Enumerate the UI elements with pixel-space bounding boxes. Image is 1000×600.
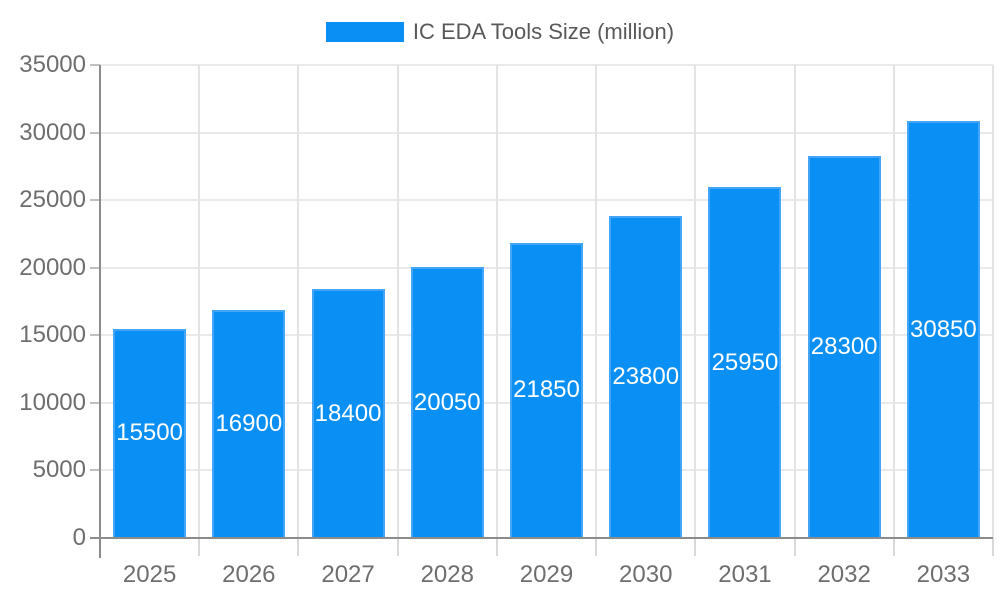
bar-value-label: 30850 bbox=[910, 315, 977, 343]
y-gridline bbox=[100, 131, 993, 134]
y-gridline bbox=[100, 64, 993, 66]
x-tick-label: 2031 bbox=[718, 561, 772, 588]
x-gridline bbox=[495, 65, 498, 538]
x-tick-label: 2032 bbox=[817, 561, 871, 588]
bar-value-label: 28300 bbox=[810, 332, 878, 360]
y-tick-label: 0 bbox=[72, 524, 86, 551]
bar[interactable] bbox=[113, 328, 187, 538]
bar[interactable] bbox=[906, 121, 980, 538]
bar-value-label: 16900 bbox=[215, 409, 283, 437]
y-tick-mark bbox=[90, 334, 100, 337]
x-tick-mark bbox=[892, 538, 895, 556]
x-gridline bbox=[297, 65, 300, 538]
bar[interactable] bbox=[212, 309, 286, 538]
x-gridline bbox=[992, 65, 994, 538]
y-tick-label: 35000 bbox=[19, 51, 86, 78]
x-tick-mark bbox=[595, 538, 598, 556]
x-tick-label: 2030 bbox=[619, 561, 673, 588]
x-tick-label: 2025 bbox=[122, 561, 177, 588]
legend-swatch-icon bbox=[325, 22, 404, 42]
y-tick-label: 5000 bbox=[32, 456, 86, 484]
x-tick-label: 2033 bbox=[916, 561, 971, 588]
bar-value-label: 25950 bbox=[711, 348, 779, 376]
bar-value-label: 23800 bbox=[612, 363, 680, 391]
x-gridline bbox=[892, 65, 895, 538]
y-tick-mark bbox=[90, 266, 100, 269]
y-tick-label: 30000 bbox=[19, 118, 86, 146]
x-gridline bbox=[595, 65, 598, 538]
bar[interactable] bbox=[708, 187, 782, 538]
x-tick-mark bbox=[297, 538, 300, 556]
x-tick-mark bbox=[694, 538, 697, 556]
x-tick-mark bbox=[992, 538, 994, 556]
y-tick-mark bbox=[90, 64, 100, 66]
bar[interactable] bbox=[311, 289, 385, 538]
x-tick-mark bbox=[198, 538, 201, 556]
x-tick-mark bbox=[396, 538, 399, 556]
bar-value-label: 20050 bbox=[413, 388, 481, 416]
y-tick-mark bbox=[90, 469, 100, 472]
x-gridline bbox=[198, 65, 201, 538]
y-tick-label: 20000 bbox=[19, 253, 86, 281]
y-tick-mark bbox=[90, 401, 100, 404]
x-gridline bbox=[694, 65, 697, 538]
y-tick-mark bbox=[90, 131, 100, 134]
x-axis-line bbox=[90, 537, 993, 539]
bar-value-label: 21850 bbox=[513, 376, 580, 404]
bar[interactable] bbox=[410, 267, 484, 538]
y-gridline bbox=[100, 199, 993, 202]
x-tick-mark bbox=[793, 538, 796, 556]
chart-legend[interactable]: IC EDA Tools Size (million) bbox=[0, 20, 1000, 44]
bar[interactable] bbox=[807, 155, 881, 538]
x-tick-label: 2028 bbox=[420, 561, 474, 588]
bar[interactable] bbox=[609, 216, 683, 538]
x-tick-label: 2026 bbox=[222, 561, 276, 588]
y-tick-label: 25000 bbox=[19, 186, 86, 214]
y-tick-label: 10000 bbox=[19, 388, 86, 416]
x-gridline bbox=[396, 65, 399, 538]
y-tick-label: 15000 bbox=[19, 321, 86, 349]
y-tick-mark bbox=[90, 199, 100, 202]
x-tick-mark bbox=[495, 538, 498, 556]
x-tick-label: 2027 bbox=[321, 561, 375, 588]
legend-series-label: IC EDA Tools Size (million) bbox=[412, 19, 675, 44]
x-tick-label: 2029 bbox=[519, 561, 574, 588]
y-axis-line bbox=[99, 65, 101, 558]
bar-value-label: 18400 bbox=[314, 399, 382, 427]
bar-value-label: 15500 bbox=[116, 419, 183, 447]
x-gridline bbox=[793, 65, 796, 538]
bar[interactable] bbox=[510, 242, 583, 538]
